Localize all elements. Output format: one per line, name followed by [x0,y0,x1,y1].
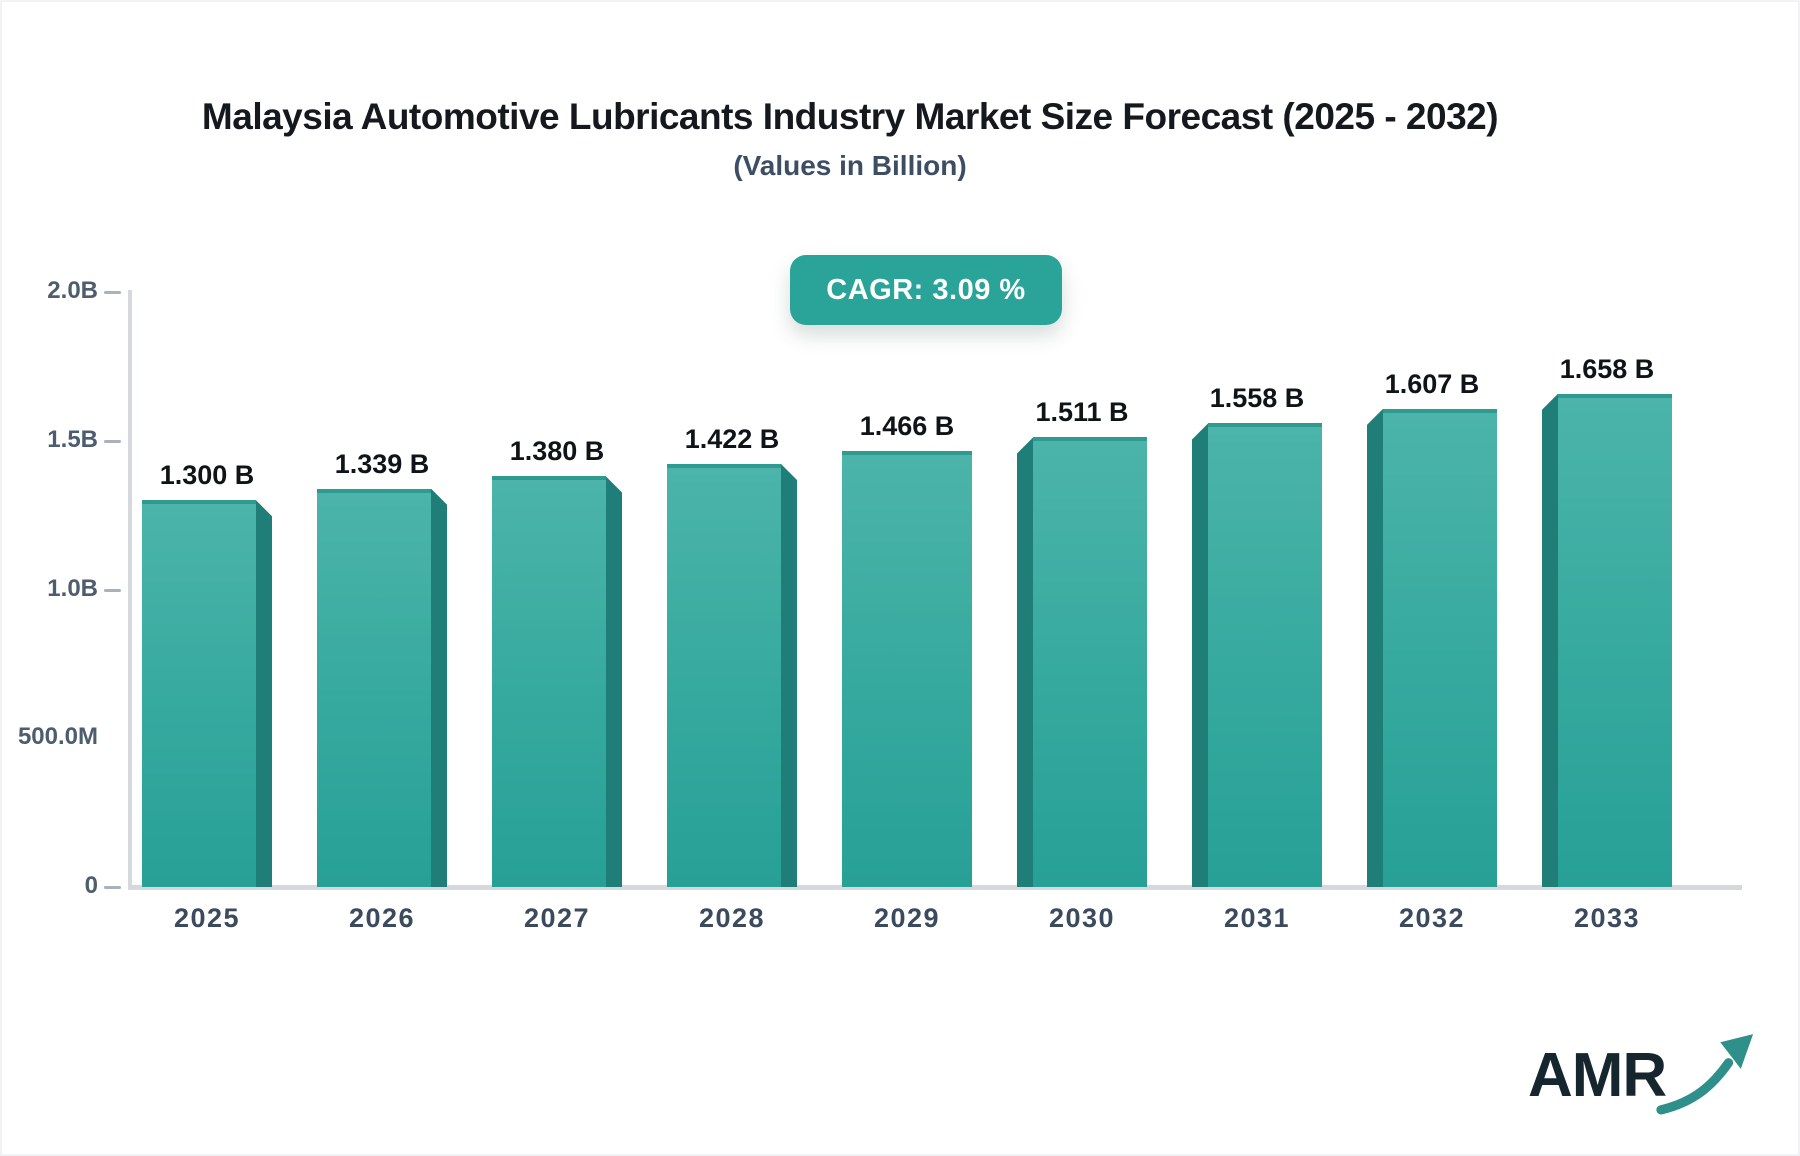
bar-shadow-side-2030 [1017,437,1033,887]
bar-face-2033 [1558,393,1672,887]
bar-value-label-2027: 1.380 B [509,436,605,467]
y-tick-label-4: 2.0B [47,277,98,304]
x-tick-label-2031: 2031 [1223,903,1291,933]
bar-shadow-side-2025 [256,500,272,887]
cagr-badge-label: CAGR: 3.09 % [826,273,1026,306]
x-tick-label-2033: 2033 [1573,903,1641,933]
x-tick-label-2030: 2030 [1048,903,1116,933]
x-axis-line [128,885,1742,890]
y-tick-label-3: 1.5B [47,425,98,453]
bar-value-label-2025: 1.300 B [159,460,255,491]
amr-logo-text: AMR [1528,1041,1667,1110]
cagr-badge: CAGR: 3.09 % [790,255,1062,325]
bar-2031[interactable] [1192,423,1322,887]
bar-2030[interactable] [1017,437,1147,887]
y-tick-label-0: 0 [84,872,98,899]
bar-2025[interactable] [142,500,272,887]
bar-2028[interactable] [667,463,797,887]
x-tick-label-2032: 2032 [1398,903,1466,933]
bar-value-label-2030: 1.511 B [1035,397,1129,428]
x-tick-label-2025: 2025 [173,903,241,933]
page-subtitle: (Values in Billion) [733,150,967,181]
y-tick-label-2: 1.0B [47,574,98,602]
bar-face-2027 [492,476,606,887]
bar-face-2031 [1208,423,1322,887]
bar-2029[interactable] [842,450,972,887]
bar-value-label-2033: 1.658 B [1559,353,1655,384]
bar-value-label-2031: 1.558 B [1209,383,1305,414]
bar-shadow-side-2032 [1367,408,1383,887]
bar-2027[interactable] [492,476,622,887]
bar-face-2029 [842,450,972,887]
y-tick-label-1: 500.0M [17,723,98,751]
bar-face-2030 [1033,437,1147,887]
bar-2032[interactable] [1367,408,1497,887]
growth-arrow-icon [1656,1034,1754,1115]
bar-face-2032 [1383,408,1497,887]
bar-value-label-2026: 1.339 B [334,448,430,479]
bar-face-2025 [142,500,256,887]
y-tick-mark-3 [104,439,121,443]
x-tick-label-2028: 2028 [698,903,766,933]
page-title: Malaysia Automotive Lubricants Industry … [201,96,1499,137]
bar-value-label-2032: 1.607 B [1384,368,1480,399]
bar-2026[interactable] [317,488,447,887]
bar-shadow-side-2028 [781,463,797,887]
bar-value-label-2028: 1.422 B [684,423,780,454]
bar-value-label-2029: 1.466 B [859,410,955,441]
bar-2033[interactable] [1542,393,1672,887]
x-tick-label-2029: 2029 [873,903,941,933]
x-tick-label-2027: 2027 [523,903,591,933]
y-tick-mark-0 [104,886,121,889]
y-axis-line [128,290,132,890]
bar-face-2028 [667,463,781,887]
bar-shadow-side-2026 [431,488,447,887]
bar-shadow-side-2031 [1192,423,1208,887]
bar-shadow-side-2027 [606,476,622,887]
bar-shadow-side-2033 [1542,393,1558,887]
x-tick-label-2026: 2026 [348,903,416,933]
bar-face-2026 [317,488,431,887]
amr-logo: AMR [1528,1030,1754,1120]
y-tick-mark-4 [104,291,121,294]
y-tick-mark-2 [104,588,121,592]
